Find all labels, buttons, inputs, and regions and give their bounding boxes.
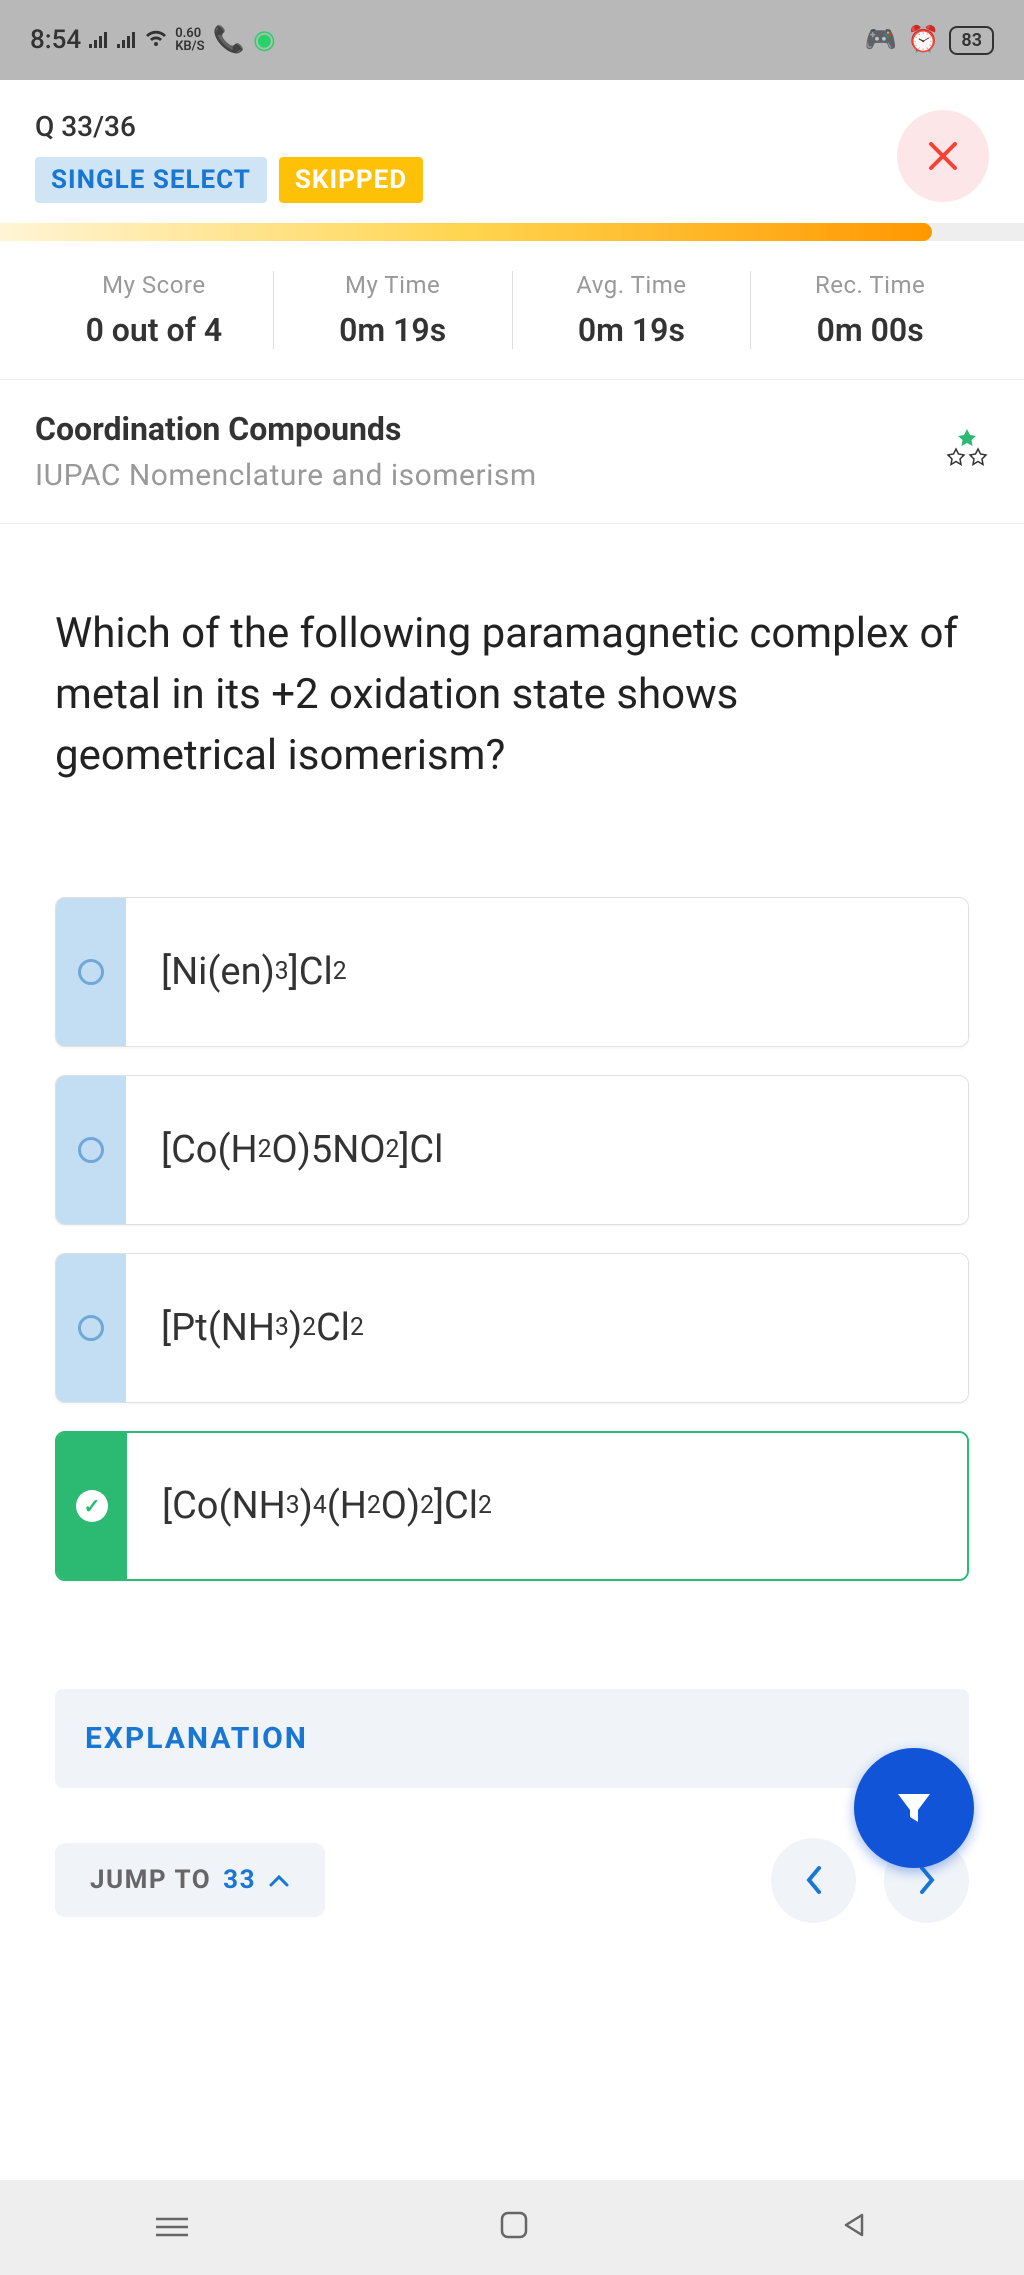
- option-text: [Pt(NH3)2Cl2: [126, 1254, 968, 1402]
- single-select-badge: SINGLE SELECT: [35, 157, 267, 203]
- signal-icon: [89, 25, 109, 55]
- stat-avg-time: Avg. Time 0m 19s: [513, 271, 752, 349]
- topic-subtitle: IUPAC Nomenclature and isomerism: [35, 458, 537, 493]
- back-icon[interactable]: [840, 2209, 868, 2247]
- prev-button[interactable]: [771, 1838, 856, 1923]
- skipped-badge: SKIPPED: [279, 157, 423, 203]
- progress-bar: [0, 223, 1024, 241]
- home-icon[interactable]: [500, 2209, 528, 2247]
- android-nav-bar: [0, 2180, 1024, 2275]
- stat-my-score: My Score 0 out of 4: [35, 271, 274, 349]
- topic-title: Coordination Compounds: [35, 410, 537, 448]
- phone-icon: 📞: [213, 25, 245, 55]
- explanation-button[interactable]: EXPLANATION: [55, 1689, 969, 1788]
- option-radio-icon: [56, 1254, 126, 1402]
- answer-option-2[interactable]: [Co(H2O)5NO2]Cl: [55, 1075, 969, 1225]
- answer-option-4[interactable]: ✓[Co(NH3)4(H2O)2]Cl2: [55, 1431, 969, 1581]
- option-check-icon: ✓: [57, 1433, 127, 1579]
- signal-icon-2: [117, 25, 137, 55]
- stat-my-time: My Time 0m 19s: [274, 271, 513, 349]
- answer-option-1[interactable]: [Ni(en)3]Cl2: [55, 897, 969, 1047]
- jump-to-button[interactable]: JUMP TO 33: [55, 1843, 325, 1917]
- status-time: 8:54: [30, 25, 81, 55]
- whatsapp-icon: ◉: [253, 25, 276, 55]
- option-radio-icon: [56, 898, 126, 1046]
- answer-option-3[interactable]: [Pt(NH3)2Cl2: [55, 1253, 969, 1403]
- alarm-icon: ⏰: [907, 25, 939, 55]
- android-status-bar: 8:54 0.60 KB/S 📞 ◉ 🎮 ⏰ 83: [0, 0, 1024, 80]
- kbps-label: KB/S: [175, 40, 204, 53]
- option-radio-icon: [56, 1076, 126, 1224]
- option-text: [Co(H2O)5NO2]Cl: [126, 1076, 968, 1224]
- recent-apps-icon[interactable]: [156, 2209, 188, 2247]
- question-text: Which of the following paramagnetic comp…: [55, 604, 969, 787]
- game-controller-icon: 🎮: [865, 25, 897, 55]
- stats-row: My Score 0 out of 4 My Time 0m 19s Avg. …: [0, 241, 1024, 380]
- battery-level: 83: [949, 26, 994, 55]
- rating-stars-icon[interactable]: [945, 429, 989, 475]
- option-text: [Co(NH3)4(H2O)2]Cl2: [127, 1433, 967, 1579]
- wifi-icon: [145, 25, 167, 55]
- chevron-up-icon: [268, 1865, 290, 1895]
- explanation-label: EXPLANATION: [85, 1721, 308, 1756]
- filter-fab[interactable]: [854, 1748, 974, 1868]
- progress-fill: [0, 223, 932, 241]
- jump-label: JUMP TO: [90, 1865, 211, 1895]
- question-counter: Q 33/36: [35, 110, 423, 143]
- stat-rec-time: Rec. Time 0m 00s: [751, 271, 989, 349]
- close-button[interactable]: [897, 110, 989, 202]
- option-text: [Ni(en)3]Cl2: [126, 898, 968, 1046]
- jump-number: 33: [223, 1865, 256, 1895]
